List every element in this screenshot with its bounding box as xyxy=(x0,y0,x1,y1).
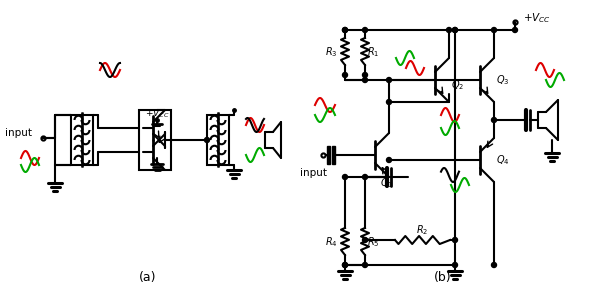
Text: $+V_{CC}$: $+V_{CC}$ xyxy=(145,108,169,120)
Circle shape xyxy=(453,237,457,242)
Bar xyxy=(332,146,335,164)
Bar xyxy=(327,146,330,164)
Text: $R_2$: $R_2$ xyxy=(416,223,428,237)
Circle shape xyxy=(453,27,457,32)
Circle shape xyxy=(362,263,368,267)
Circle shape xyxy=(491,263,497,267)
Circle shape xyxy=(343,175,348,180)
Circle shape xyxy=(513,27,517,32)
Text: $R_1$: $R_1$ xyxy=(367,45,379,59)
Circle shape xyxy=(386,100,392,105)
Circle shape xyxy=(205,138,209,142)
Circle shape xyxy=(386,157,392,163)
Text: $Q_2$: $Q_2$ xyxy=(451,78,464,92)
Circle shape xyxy=(362,77,368,83)
Text: input: input xyxy=(5,128,32,138)
Circle shape xyxy=(343,27,348,32)
Text: (b): (b) xyxy=(434,272,452,284)
Circle shape xyxy=(491,117,497,123)
Text: (a): (a) xyxy=(139,272,157,284)
Text: $Q_3$: $Q_3$ xyxy=(496,73,509,87)
Bar xyxy=(139,110,171,170)
Text: $R_4$: $R_4$ xyxy=(324,235,337,249)
Text: input: input xyxy=(300,168,327,178)
Circle shape xyxy=(362,27,368,32)
Circle shape xyxy=(447,27,451,32)
Circle shape xyxy=(453,27,457,32)
Circle shape xyxy=(362,72,368,77)
Bar xyxy=(207,115,229,165)
Text: $Q_1$: $Q_1$ xyxy=(380,176,394,190)
Text: $+V_{CC}$: $+V_{CC}$ xyxy=(523,11,551,25)
Bar xyxy=(71,115,93,165)
Text: $R_3$: $R_3$ xyxy=(324,45,337,59)
Circle shape xyxy=(362,175,368,180)
Circle shape xyxy=(453,263,457,267)
Circle shape xyxy=(362,237,368,242)
Circle shape xyxy=(343,263,348,267)
Circle shape xyxy=(343,263,348,267)
Circle shape xyxy=(343,27,348,32)
Text: $R_5$: $R_5$ xyxy=(367,235,379,249)
Circle shape xyxy=(386,77,392,83)
Text: $Q_4$: $Q_4$ xyxy=(496,153,510,167)
Circle shape xyxy=(343,72,348,77)
Circle shape xyxy=(491,27,497,32)
